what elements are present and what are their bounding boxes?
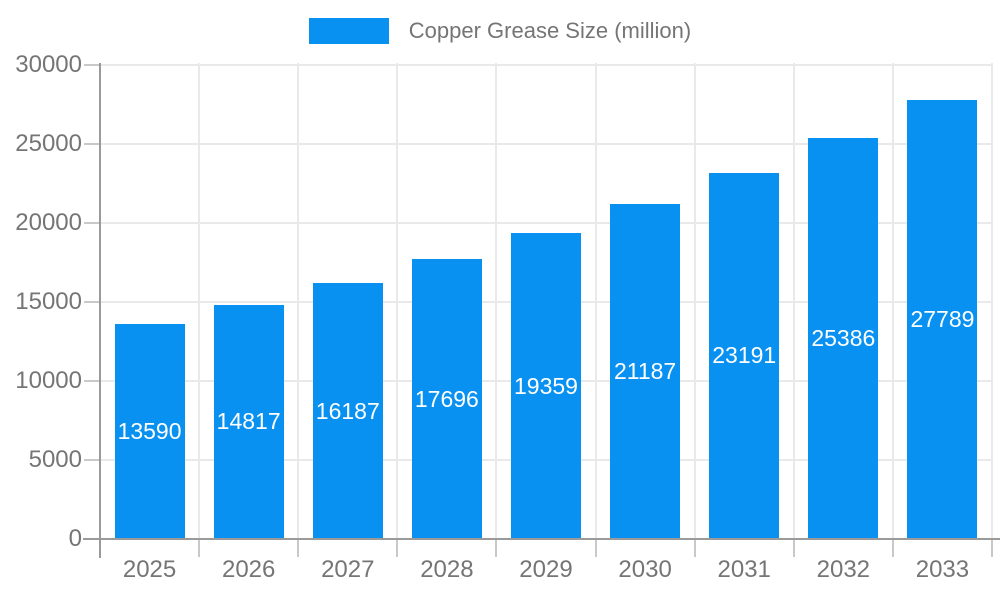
bar-value-label: 14817 xyxy=(216,408,281,435)
legend-swatch xyxy=(308,18,389,44)
x-tick-mark xyxy=(693,539,696,557)
bar-value-label: 13590 xyxy=(117,418,182,445)
y-tick-mark xyxy=(84,301,100,303)
x-tick-mark xyxy=(396,539,399,557)
bar: 21187 xyxy=(610,204,681,539)
bar: 14817 xyxy=(213,304,284,539)
bar-value-label: 16187 xyxy=(315,397,380,424)
bar-value-label: 23191 xyxy=(712,342,777,369)
y-axis-label: 5000 xyxy=(28,446,82,473)
bar-value-label: 17696 xyxy=(414,385,479,412)
y-axis-label: 25000 xyxy=(15,130,82,157)
gridline-vertical xyxy=(495,63,498,539)
x-axis-label: 2029 xyxy=(519,556,573,583)
y-axis-label: 20000 xyxy=(15,209,82,236)
legend: Copper Grease Size (million) xyxy=(0,16,1000,46)
gridline-vertical xyxy=(792,63,795,539)
bar: 25386 xyxy=(808,137,879,539)
bar: 27789 xyxy=(907,99,978,539)
bar-value-label: 19359 xyxy=(514,372,578,399)
y-tick-mark xyxy=(84,222,100,224)
gridline-vertical xyxy=(891,63,894,539)
y-axis-label: 0 xyxy=(68,525,82,552)
gridline-horizontal xyxy=(100,64,992,66)
y-tick-mark xyxy=(84,64,100,66)
legend-label: Copper Grease Size (million) xyxy=(408,18,692,43)
y-axis-label: 30000 xyxy=(15,51,82,78)
bar: 19359 xyxy=(511,233,581,539)
x-axis-line xyxy=(83,538,1000,540)
y-tick-mark xyxy=(84,143,100,145)
gridline-vertical xyxy=(991,63,993,539)
gridline-vertical xyxy=(198,63,201,539)
x-axis-label: 2033 xyxy=(915,556,970,583)
x-tick-mark xyxy=(198,539,201,557)
bar: 23191 xyxy=(709,172,780,539)
x-tick-mark xyxy=(991,539,993,557)
gridline-vertical xyxy=(594,63,597,539)
gridline-horizontal xyxy=(100,143,992,145)
bar: 16187 xyxy=(312,283,383,539)
x-tick-mark xyxy=(297,539,300,557)
bar: 13590 xyxy=(114,324,185,539)
y-tick-mark xyxy=(84,459,100,461)
x-axis-label: 2032 xyxy=(816,556,871,583)
y-axis-line xyxy=(99,63,101,558)
x-axis-label: 2030 xyxy=(618,556,672,583)
x-axis-label: 2028 xyxy=(420,556,474,583)
gridline-vertical xyxy=(396,63,399,539)
bar-value-label: 21187 xyxy=(613,358,677,385)
gridline-vertical xyxy=(297,63,300,539)
x-tick-mark xyxy=(891,539,894,557)
x-axis-label: 2026 xyxy=(221,556,276,583)
x-tick-mark xyxy=(792,539,795,557)
bar-value-label: 27789 xyxy=(910,305,975,332)
gridline-horizontal xyxy=(100,222,992,224)
y-axis-label: 15000 xyxy=(15,288,82,315)
x-axis-label: 2025 xyxy=(122,556,177,583)
x-tick-mark xyxy=(495,539,498,557)
x-axis-label: 2027 xyxy=(321,556,375,583)
x-tick-mark xyxy=(594,539,597,557)
bar-value-label: 25386 xyxy=(811,324,876,351)
gridline-vertical xyxy=(693,63,696,539)
x-axis-label: 2031 xyxy=(717,556,771,583)
bar: 17696 xyxy=(411,259,482,539)
y-tick-mark xyxy=(84,380,100,382)
y-axis-label: 10000 xyxy=(15,367,82,394)
